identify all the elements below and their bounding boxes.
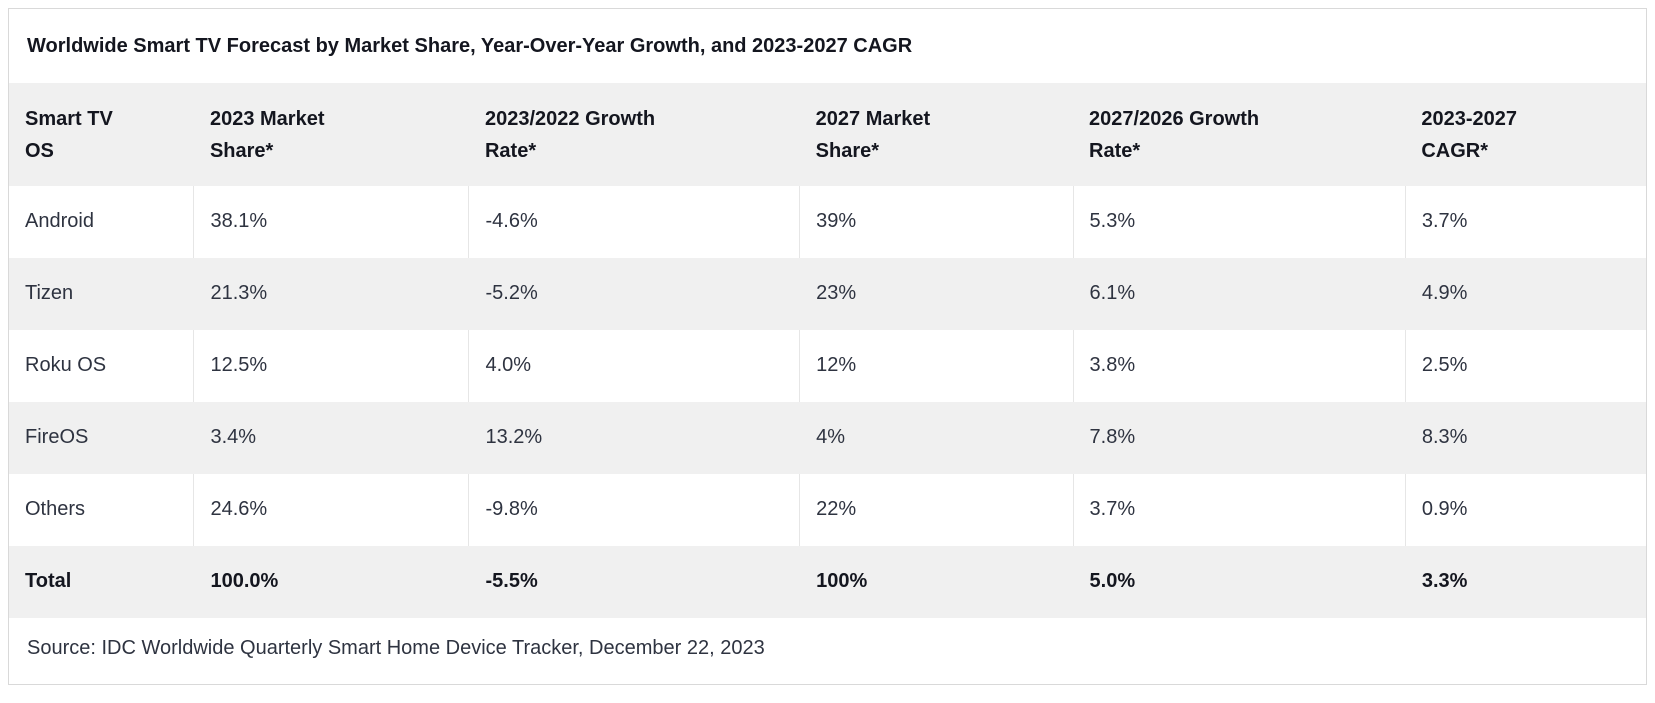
table-cell: 38.1%: [193, 186, 469, 258]
table-cell: 4.9%: [1404, 258, 1646, 330]
table-cell: Others: [9, 474, 194, 546]
source-note: Source: IDC Worldwide Quarterly Smart Ho…: [9, 618, 1646, 684]
table-cell: -5.2%: [468, 258, 800, 330]
table-cell: 5.3%: [1072, 186, 1406, 258]
table-cell: 3.3%: [1404, 546, 1646, 618]
table-cell: 0.9%: [1404, 474, 1646, 546]
table-cell: 12.5%: [193, 330, 469, 402]
table-row-others: Others 24.6% -9.8% 22% 3.7% 0.9%: [9, 474, 1646, 546]
table-cell: 8.3%: [1404, 402, 1646, 474]
source-row: Source: IDC Worldwide Quarterly Smart Ho…: [9, 618, 1646, 684]
column-header-2023-2022-growth: 2023/2022 Growth Rate*: [468, 83, 800, 186]
table-cell: 3.4%: [193, 402, 469, 474]
column-header-os: Smart TV OS: [9, 83, 194, 186]
table-cell: Roku OS: [9, 330, 194, 402]
table-cell: 21.3%: [193, 258, 469, 330]
table-row-total: Total 100.0% -5.5% 100% 5.0% 3.3%: [9, 546, 1646, 618]
table-row-tizen: Tizen 21.3% -5.2% 23% 6.1% 4.9%: [9, 258, 1646, 330]
table-cell: 13.2%: [468, 402, 800, 474]
table-title: Worldwide Smart TV Forecast by Market Sh…: [9, 9, 1646, 83]
column-header-2023-share: 2023 Market Share*: [193, 83, 469, 186]
table-container: Worldwide Smart TV Forecast by Market Sh…: [8, 8, 1647, 685]
column-header-cagr: 2023-2027 CAGR*: [1405, 83, 1646, 186]
column-header-2027-share: 2027 Market Share*: [799, 83, 1074, 186]
table-cell: 5.0%: [1072, 546, 1406, 618]
table-cell: 100.0%: [193, 546, 469, 618]
table-cell: FireOS: [9, 402, 194, 474]
table-cell: 24.6%: [193, 474, 469, 546]
table-cell: Tizen: [9, 258, 194, 330]
table-cell: 12%: [799, 330, 1074, 402]
table-cell: -5.5%: [468, 546, 800, 618]
table-cell: 100%: [799, 546, 1074, 618]
table-cell: 6.1%: [1072, 258, 1406, 330]
table-row-fireos: FireOS 3.4% 13.2% 4% 7.8% 8.3%: [9, 402, 1646, 474]
table-cell: 7.8%: [1072, 402, 1406, 474]
table-cell: 3.8%: [1072, 330, 1406, 402]
table-row-android: Android 38.1% -4.6% 39% 5.3% 3.7%: [9, 186, 1646, 258]
table-cell: 3.7%: [1072, 474, 1406, 546]
table-cell: 4.0%: [468, 330, 800, 402]
table-cell: Android: [9, 186, 194, 258]
table-cell: 39%: [799, 186, 1074, 258]
table-cell: -4.6%: [468, 186, 800, 258]
column-header-2027-2026-growth: 2027/2026 Growth Rate*: [1073, 83, 1406, 186]
table-cell: 4%: [799, 402, 1074, 474]
header-row: Smart TV OS 2023 Market Share* 2023/2022…: [9, 83, 1646, 186]
table-cell: 22%: [799, 474, 1074, 546]
table-row-roku-os: Roku OS 12.5% 4.0% 12% 3.8% 2.5%: [9, 330, 1646, 402]
table-cell: -9.8%: [468, 474, 800, 546]
table-cell: Total: [9, 546, 194, 618]
table-cell: 2.5%: [1404, 330, 1646, 402]
smart-tv-forecast-table: Smart TV OS 2023 Market Share* 2023/2022…: [9, 83, 1646, 684]
table-cell: 23%: [799, 258, 1074, 330]
table-cell: 3.7%: [1404, 186, 1646, 258]
